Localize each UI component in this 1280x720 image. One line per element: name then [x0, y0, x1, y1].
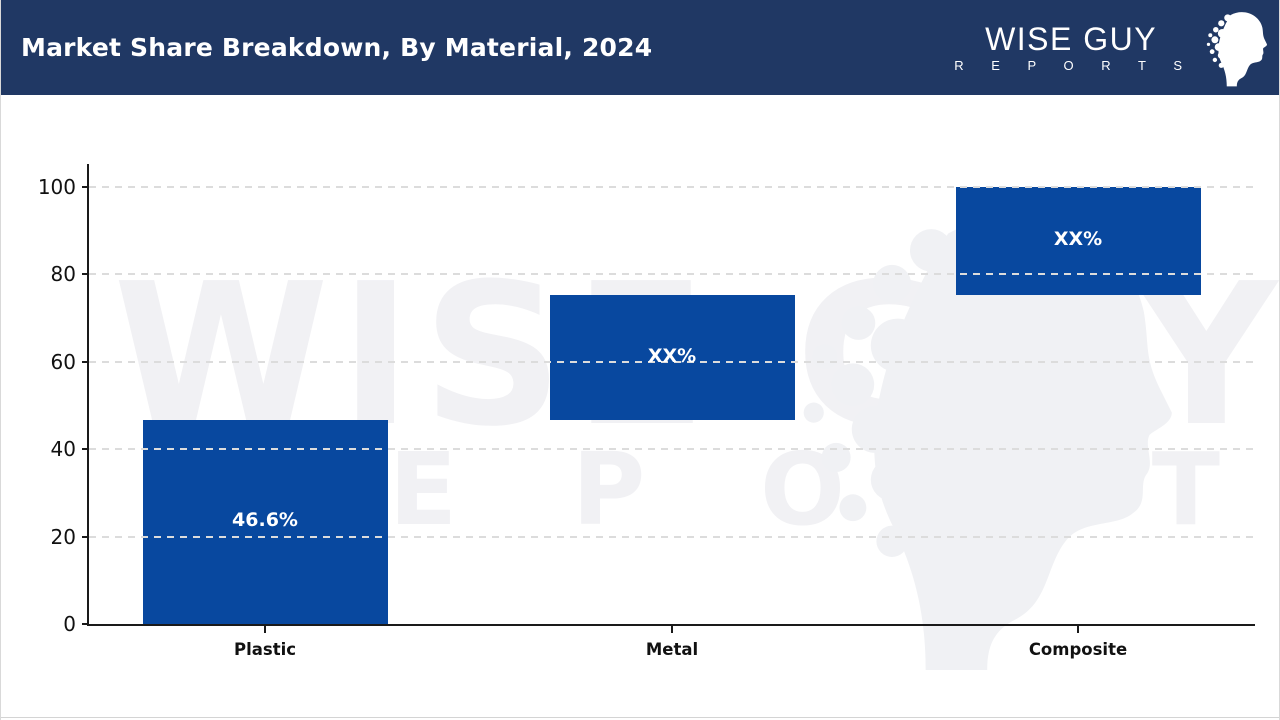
y-tick-60 [82, 360, 89, 363]
page-title: Market Share Breakdown, By Material, 202… [21, 33, 653, 62]
brand-subname: R E P O R T S [954, 58, 1194, 73]
gridline-20 [89, 535, 1255, 538]
y-tick-label-80: 80 [50, 262, 76, 287]
logo-head-icon [1206, 11, 1267, 86]
y-tick-label-20: 20 [50, 524, 76, 549]
gridline-40 [89, 448, 1255, 451]
gridline-60 [89, 360, 1255, 363]
y-tick-label-40: 40 [50, 437, 76, 462]
page-bottom-divider [1, 717, 1279, 718]
bar-value-label-plastic: 46.6% [232, 509, 298, 532]
bar-value-label-composite: XX% [1053, 228, 1103, 251]
x-category-label-plastic: Plastic [233, 640, 297, 659]
y-tick-0 [82, 623, 89, 625]
bar-plastic [142, 420, 388, 624]
brand-name: WISE GUY [985, 21, 1158, 57]
x-tick-composite [1077, 626, 1079, 633]
y-tick-label-60: 60 [50, 349, 76, 374]
y-tick-40 [82, 448, 89, 451]
y-tick-label-0: 0 [63, 612, 76, 636]
x-axis-spine [87, 624, 1255, 626]
bar-composite [955, 187, 1201, 296]
x-category-label-metal: Metal [645, 640, 699, 659]
y-tick-label-100: 100 [37, 175, 76, 199]
x-category-label-composite: Composite [1028, 640, 1128, 659]
gridline-100 [89, 186, 1255, 188]
y-tick-100 [82, 186, 89, 188]
brand-logo-text: WISE GUY R E P O R T S [948, 23, 1194, 72]
gridline-80 [89, 273, 1255, 276]
x-tick-plastic [264, 626, 266, 633]
y-axis-spine [87, 164, 89, 626]
y-tick-20 [82, 535, 89, 538]
x-tick-metal [671, 626, 673, 633]
y-tick-80 [82, 273, 89, 276]
bar-value-label-metal: XX% [647, 344, 697, 367]
bar-metal [549, 295, 795, 421]
header-bar: Market Share Breakdown, By Material, 202… [1, 0, 1279, 95]
brand-logo: WISE GUY R E P O R T S [948, 9, 1267, 87]
